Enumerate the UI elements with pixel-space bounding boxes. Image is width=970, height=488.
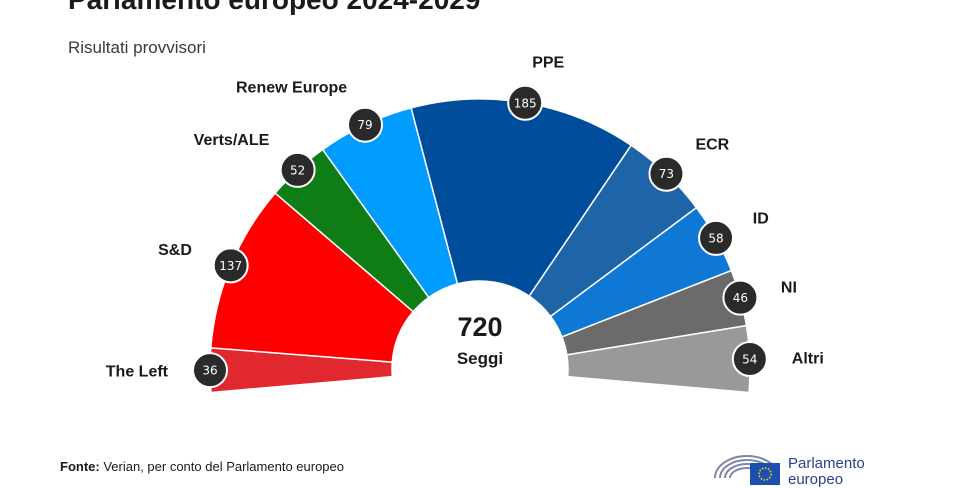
logo-line-1: Parlamento (788, 455, 865, 472)
segment-ppe (410, 98, 633, 298)
party-label-verts-ale: Verts/ALE (194, 132, 270, 149)
party-label-altri: Altri (792, 350, 824, 367)
seat-badge-id (698, 219, 735, 256)
seat-count-verts-ale: 52 (290, 163, 305, 177)
european-parliament-logo-text: Parlamento europeo (788, 456, 865, 488)
source-note: Fonte: Verian, per conto del Parlamento … (60, 459, 344, 474)
european-parliament-logo-icon (714, 455, 780, 485)
party-label-id: ID (753, 211, 769, 228)
seat-count-s-d: 137 (219, 259, 242, 273)
party-label-ecr: ECR (695, 136, 729, 153)
chart-title: Parlamento europeo 2024-2029 (68, 0, 480, 16)
party-label-ppe: PPE (532, 54, 564, 71)
seat-badge-ecr (648, 155, 685, 192)
seat-badge-s-d (212, 247, 249, 284)
segment-s-d (210, 192, 415, 363)
seat-badge-altri (731, 340, 768, 377)
seat-count-ni: 46 (733, 291, 748, 305)
seat-count-id: 58 (708, 231, 723, 245)
seat-badge-verts-ale (279, 151, 316, 188)
seat-badge-ni (722, 279, 759, 316)
seat-badge-the-left (192, 352, 229, 389)
source-text: Verian, per conto del Parlamento europeo (99, 459, 344, 474)
seat-badge-renew-europe (347, 106, 384, 143)
party-label-the-left: The Left (106, 363, 169, 380)
seat-badge-ppe (507, 84, 544, 121)
party-label-renew-europe: Renew Europe (236, 80, 347, 97)
seat-count-ppe: 185 (514, 96, 537, 110)
seat-count-ecr: 73 (659, 167, 674, 181)
seat-count-the-left: 36 (202, 364, 217, 378)
seat-count-renew-europe: 79 (357, 118, 372, 132)
total-seats-label: Seggi (457, 349, 503, 368)
logo-line-2: europeo (788, 471, 844, 488)
source-label: Fonte: (60, 459, 100, 474)
party-label-ni: NI (781, 280, 797, 297)
total-seats-value: 720 (457, 312, 502, 342)
seat-count-altri: 54 (742, 352, 757, 366)
party-label-s-d: S&D (158, 242, 192, 259)
chart-subtitle: Risultati provvisori (68, 38, 206, 57)
